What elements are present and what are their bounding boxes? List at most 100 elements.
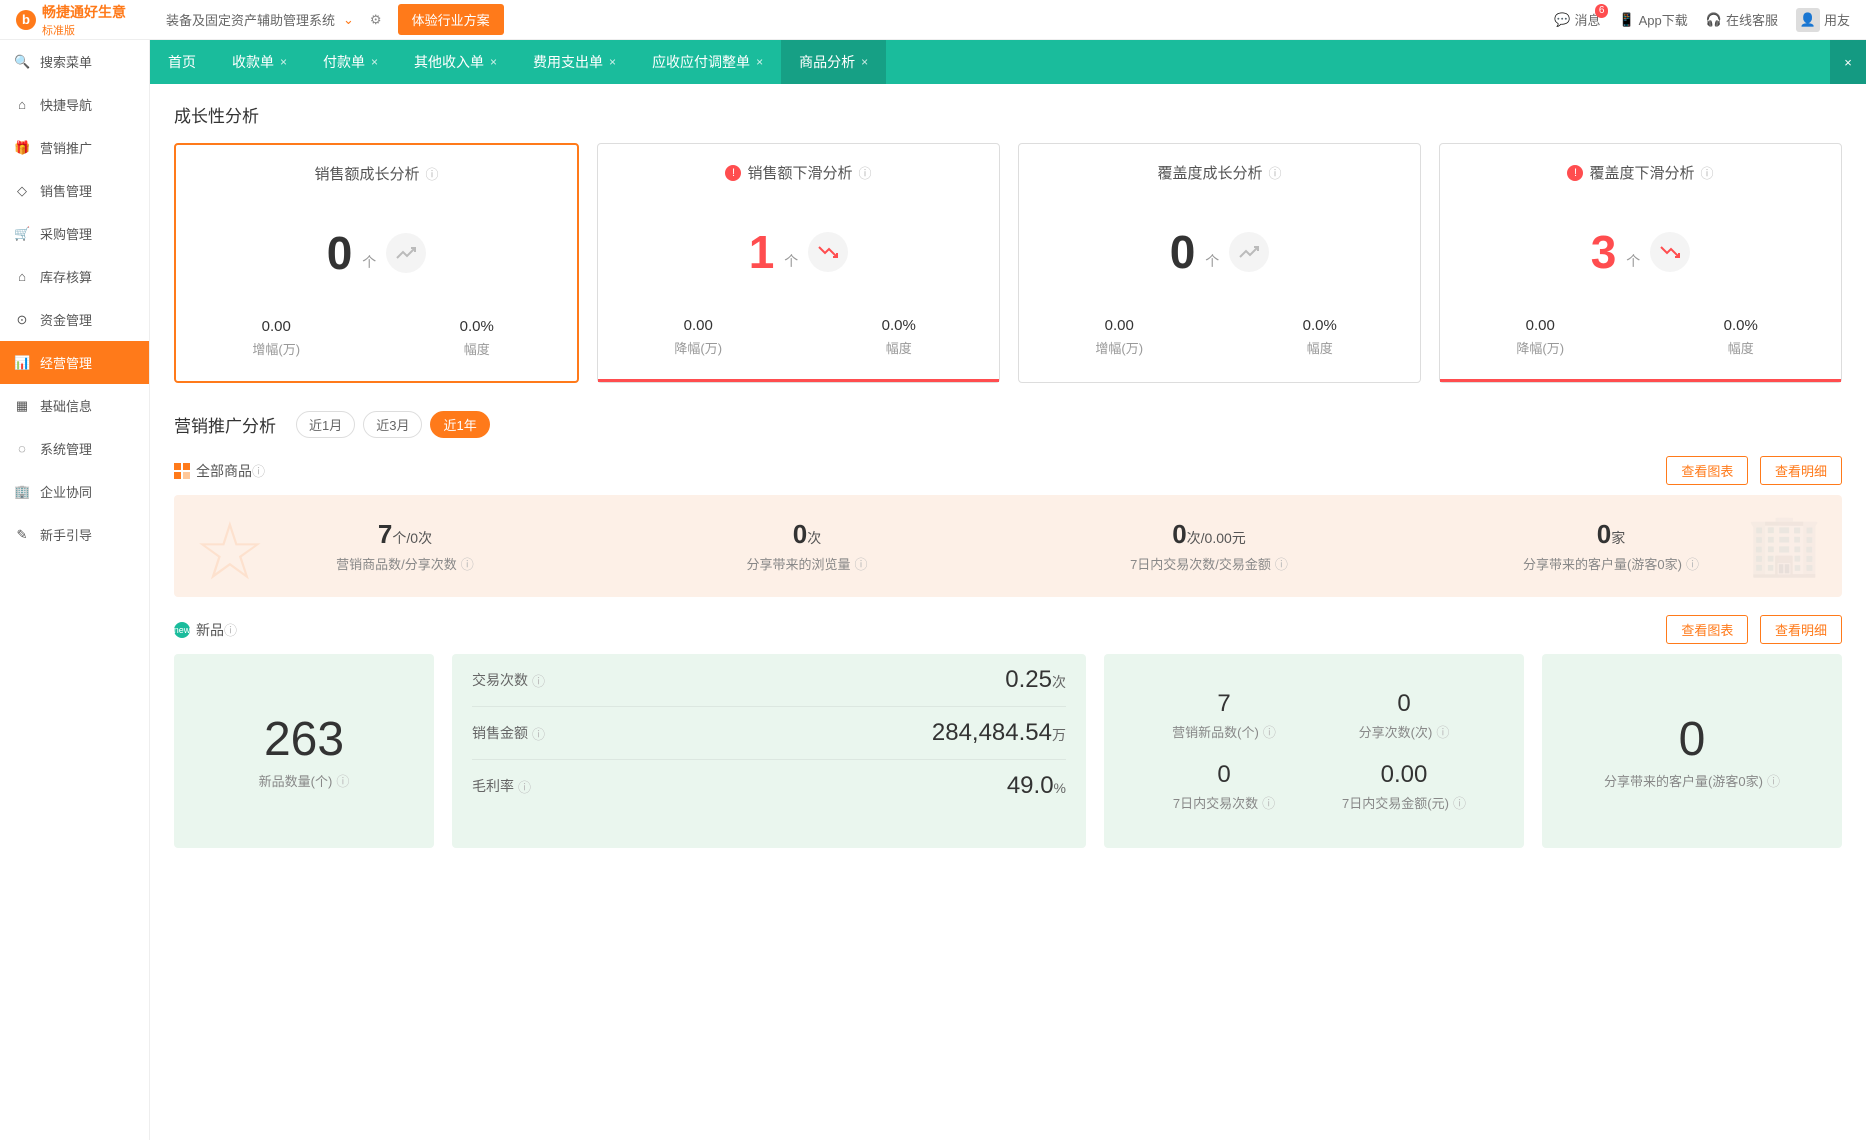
tab[interactable]: 商品分析 × (781, 40, 886, 84)
growth-card[interactable]: 覆盖度成长分析 ⓘ 0 个 0.00增幅(万) 0.0%幅度 (1018, 143, 1421, 383)
sidebar-icon: ▦ (14, 398, 30, 414)
alert-icon: ! (725, 165, 741, 181)
tab[interactable]: 其他收入单× (396, 40, 515, 84)
support-button[interactable]: 🎧 在线客服 (1706, 10, 1778, 29)
sidebar-item[interactable]: 🔍搜索菜单 (0, 40, 149, 83)
period-pill[interactable]: 近3月 (363, 411, 422, 438)
stat-value: 7 (378, 519, 392, 549)
stat-unit: 次 (807, 530, 821, 546)
sidebar-item[interactable]: 🛒采购管理 (0, 212, 149, 255)
metric-label: 增幅(万) (1019, 338, 1220, 357)
chevron-down-icon: ⌄ (343, 12, 354, 28)
card-value: 3 (1591, 225, 1617, 279)
tab[interactable]: 应收应付调整单× (634, 40, 781, 84)
sidebar-item-label: 销售管理 (40, 181, 92, 200)
sidebar-item-label: 营销推广 (40, 138, 92, 157)
tab-label: 付款单 (323, 52, 365, 72)
stat-column: 0次 分享带来的浏览量ⓘ (606, 519, 1008, 573)
sidebar-item[interactable]: 🏢企业协同 (0, 470, 149, 513)
sidebar-item-label: 快捷导航 (40, 95, 92, 114)
metric-value: 0.25 (1005, 666, 1052, 693)
app-label: App下载 (1639, 10, 1688, 29)
close-icon[interactable]: × (756, 55, 763, 69)
gear-icon[interactable]: ⚙ (370, 12, 382, 28)
growth-cards-row: 销售额成长分析 ⓘ 0 个 0.00增幅(万) 0.0%幅度 ! 销售额下滑分析… (174, 143, 1842, 383)
growth-card[interactable]: ! 销售额下滑分析 ⓘ 1 个 0.00降幅(万) 0.0%幅度 (597, 143, 1000, 383)
tab-label: 费用支出单 (533, 52, 603, 72)
help-icon[interactable]: ⓘ (252, 461, 265, 480)
system-select[interactable]: 装备及固定资产辅助管理系统 ⌄ ⚙ (166, 10, 382, 29)
help-icon[interactable]: ⓘ (1262, 793, 1275, 812)
card-value: 0 (1170, 225, 1196, 279)
help-icon[interactable]: ⓘ (426, 164, 439, 183)
period-pill[interactable]: 近1年 (430, 411, 489, 438)
help-icon[interactable]: ⓘ (224, 620, 237, 639)
help-icon[interactable]: ⓘ (532, 671, 545, 690)
help-icon[interactable]: ⓘ (1701, 163, 1714, 182)
sidebar-item[interactable]: ✎新手引导 (0, 513, 149, 556)
all-products-card: ☆ 🏢 7个/0次 营销商品数/分享次数ⓘ0次 分享带来的浏览量ⓘ0次/0.00… (174, 495, 1842, 597)
help-icon[interactable]: ⓘ (1275, 554, 1288, 573)
new-products-row: 263 新品数量(个)ⓘ 交易次数ⓘ 0.25次销售金额ⓘ 284,484.54… (174, 654, 1842, 848)
help-icon[interactable]: ⓘ (1686, 554, 1699, 573)
view-detail-button[interactable]: 查看明细 (1760, 615, 1842, 644)
app-download-button[interactable]: 📱 App下载 (1618, 10, 1687, 29)
help-icon[interactable]: ⓘ (518, 777, 531, 796)
growth-card[interactable]: ! 覆盖度下滑分析 ⓘ 3 个 0.00降幅(万) 0.0%幅度 (1439, 143, 1842, 383)
industry-plan-button[interactable]: 体验行业方案 (398, 4, 504, 35)
sidebar-item[interactable]: ⌂库存核算 (0, 255, 149, 298)
sidebar-item[interactable]: ⊙资金管理 (0, 298, 149, 341)
help-icon[interactable]: ⓘ (859, 163, 872, 182)
sidebar-item[interactable]: ▦基础信息 (0, 384, 149, 427)
close-icon[interactable]: × (371, 55, 378, 69)
help-icon[interactable]: ⓘ (1436, 722, 1449, 741)
close-icon[interactable]: × (861, 55, 868, 69)
metric-value: 0.00 (598, 317, 799, 334)
sidebar-item-label: 新手引导 (40, 525, 92, 544)
help-icon[interactable]: ⓘ (1767, 771, 1780, 790)
messages-button[interactable]: 💬 消息 6 (1554, 10, 1600, 29)
view-chart-button[interactable]: 查看图表 (1666, 615, 1748, 644)
sidebar-icon: ⌂ (14, 97, 30, 112)
stat-value: 0 (793, 519, 807, 549)
user-menu[interactable]: 👤 用友 (1796, 8, 1850, 32)
card-unit: 个 (1626, 251, 1640, 271)
avatar-icon: 👤 (1796, 8, 1820, 32)
tabs-close-all[interactable]: × (1830, 40, 1866, 84)
period-pill[interactable]: 近1月 (296, 411, 355, 438)
metric-label: 降幅(万) (598, 338, 799, 357)
help-icon[interactable]: ⓘ (1453, 793, 1466, 812)
tab-label: 首页 (168, 52, 196, 72)
sidebar-item[interactable]: 📊经营管理 (0, 341, 149, 384)
view-chart-button[interactable]: 查看图表 (1666, 456, 1748, 485)
help-icon[interactable]: ⓘ (336, 771, 349, 790)
metric-unit: % (1054, 780, 1066, 796)
help-icon[interactable]: ⓘ (1269, 163, 1282, 182)
tab[interactable]: 收款单× (214, 40, 305, 84)
help-icon[interactable]: ⓘ (461, 554, 474, 573)
sidebar-item[interactable]: ◇销售管理 (0, 169, 149, 212)
growth-card[interactable]: 销售额成长分析 ⓘ 0 个 0.00增幅(万) 0.0%幅度 (174, 143, 579, 383)
sidebar-icon: ⌂ (14, 269, 30, 284)
tab[interactable]: 首页 (150, 40, 214, 84)
metric-label: 幅度 (799, 338, 1000, 357)
metric-value: 0.00 (1019, 317, 1220, 334)
sidebar-item[interactable]: 🎁营销推广 (0, 126, 149, 169)
close-icon[interactable]: × (609, 55, 616, 69)
support-label: 在线客服 (1726, 10, 1778, 29)
new-products-customers-label: 分享带来的客户量(游客0家)ⓘ (1572, 771, 1812, 790)
sidebar-item[interactable]: ◌系统管理 (0, 427, 149, 470)
new-products-grid-panel: 7 营销新品数(个)ⓘ0 分享次数(次)ⓘ0 7日内交易次数ⓘ0.00 7日内交… (1104, 654, 1524, 848)
help-icon[interactable]: ⓘ (532, 724, 545, 743)
view-detail-button[interactable]: 查看明细 (1760, 456, 1842, 485)
top-bar: b 畅捷通好生意 标准版 装备及固定资产辅助管理系统 ⌄ ⚙ 体验行业方案 💬 … (0, 0, 1866, 40)
close-icon[interactable]: × (280, 55, 287, 69)
grid-label: 7日内交易次数 (1173, 793, 1258, 812)
help-icon[interactable]: ⓘ (855, 554, 868, 573)
sidebar-item[interactable]: ⌂ 快捷导航 (0, 83, 149, 126)
tab[interactable]: 付款单 × (305, 40, 396, 84)
tab[interactable]: 费用支出单 × (515, 40, 634, 84)
help-icon[interactable]: ⓘ (1263, 722, 1276, 741)
close-icon[interactable]: × (490, 55, 497, 69)
tab-label: 商品分析 (799, 52, 855, 72)
